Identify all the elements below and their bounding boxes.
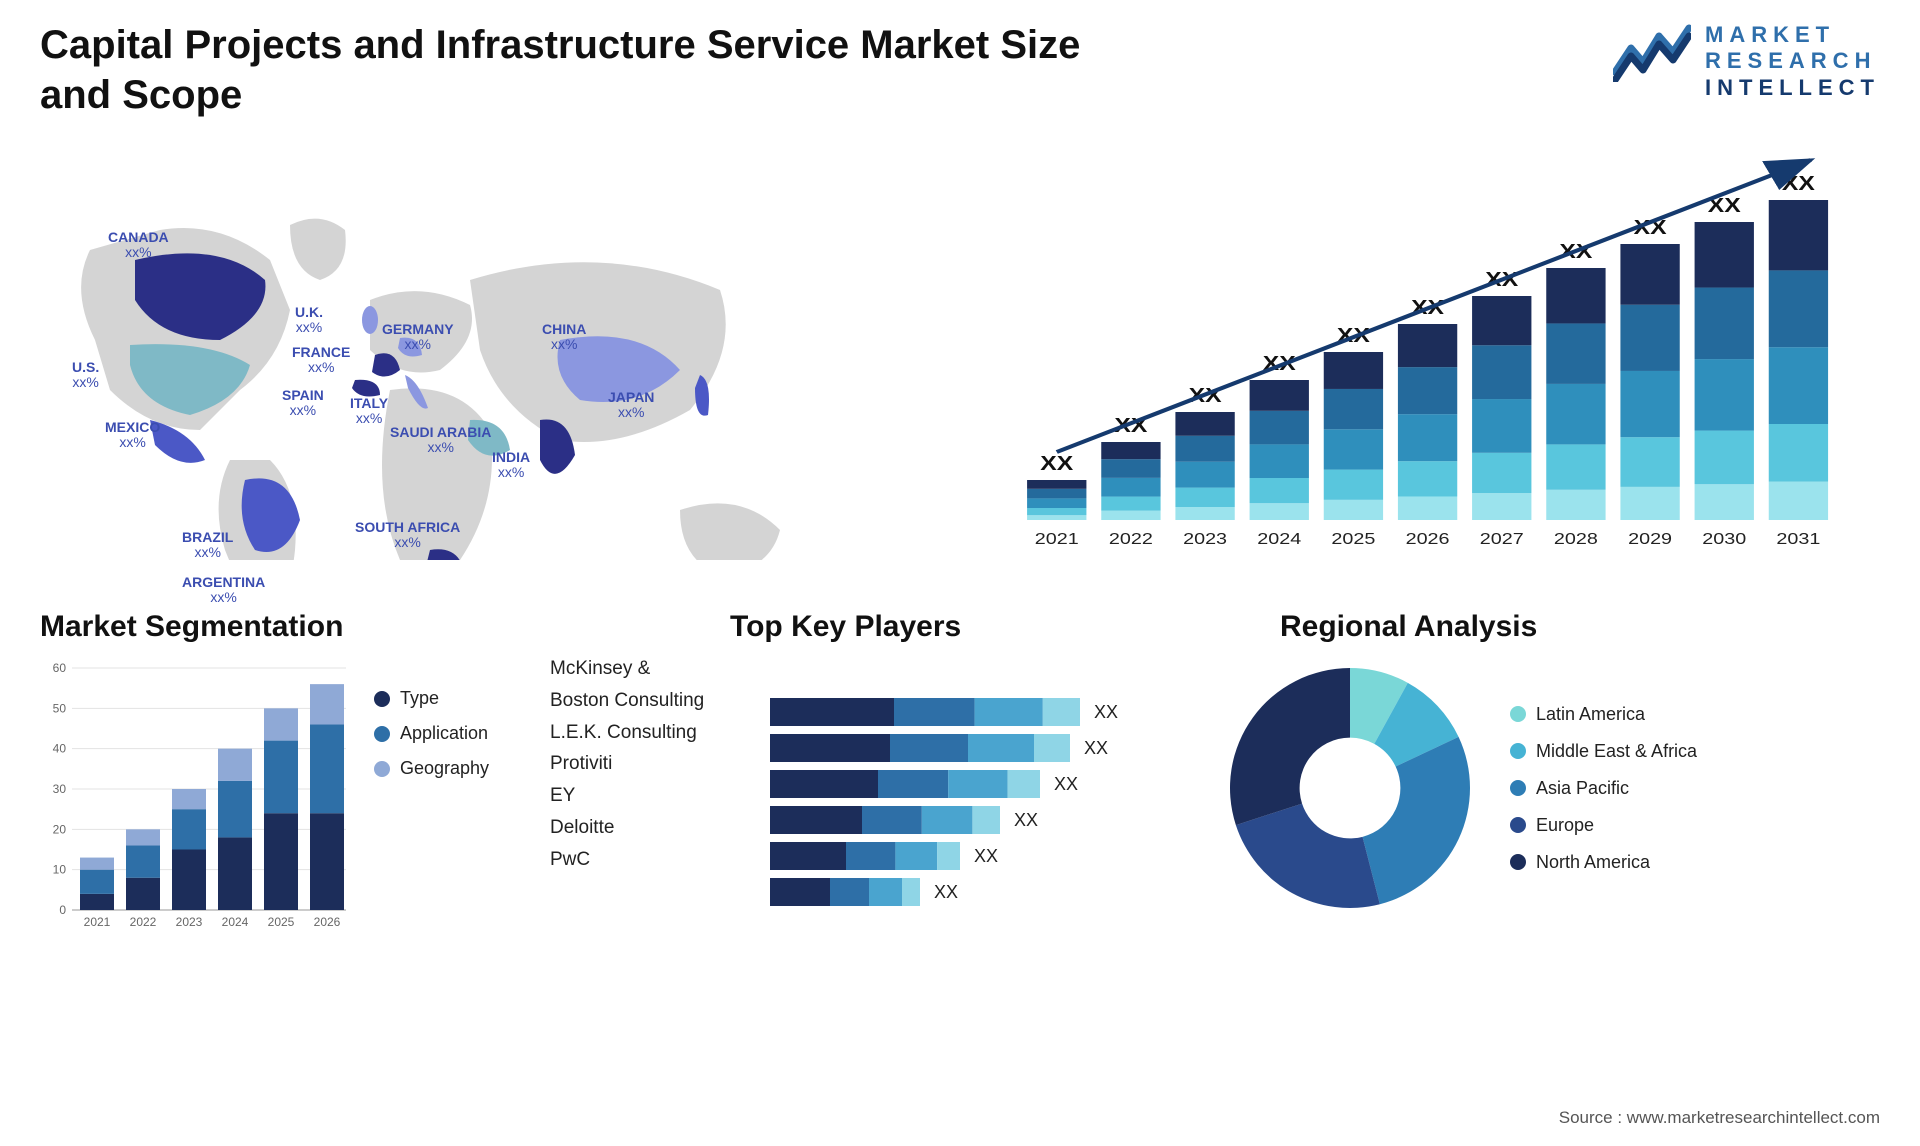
svg-text:XX: XX: [974, 846, 998, 866]
player-name: Protiviti: [550, 753, 750, 776]
legend-label: Latin America: [1536, 704, 1645, 725]
regional-legend-item: Asia Pacific: [1510, 778, 1697, 799]
svg-text:30: 30: [53, 782, 67, 796]
map-label-saudi-arabia: SAUDI ARABIAxx%: [390, 425, 491, 456]
map-label-spain: SPAINxx%: [282, 388, 324, 419]
legend-label: Europe: [1536, 815, 1594, 836]
segmentation-legend-item: Application: [374, 723, 489, 744]
regional-legend-item: North America: [1510, 852, 1697, 873]
player-name: PwC: [550, 849, 750, 872]
svg-text:2025: 2025: [268, 915, 295, 929]
legend-label: North America: [1536, 852, 1650, 873]
players-name-list: McKinsey & Boston Consulting L.E.K. Consul…: [550, 658, 750, 938]
map-label-u-k-: U.K.xx%: [295, 305, 323, 336]
svg-text:2021: 2021: [1035, 530, 1079, 548]
growth-chart-svg: XX2021XX2022XX2023XX2024XX2025XX2026XX20…: [990, 130, 1880, 560]
svg-text:2023: 2023: [1183, 530, 1227, 548]
legend-label: Application: [400, 723, 488, 744]
legend-dot-icon: [1510, 706, 1526, 722]
segmentation-chart-svg: 0 10 20 30 40 50 60 2021 2022 2023 2024 2025 2026: [40, 658, 350, 938]
svg-text:40: 40: [53, 742, 67, 756]
legend-label: Geography: [400, 758, 489, 779]
logo-line-1: MARKET: [1705, 22, 1880, 48]
regional-legend-item: Middle East & Africa: [1510, 741, 1697, 762]
svg-text:XX: XX: [1084, 738, 1108, 758]
player-name: EY: [550, 785, 750, 808]
svg-text:50: 50: [53, 701, 67, 715]
logo-line-3: INTELLECT: [1705, 75, 1880, 101]
logo-line-2: RESEARCH: [1705, 48, 1880, 74]
world-map-svg: [40, 130, 960, 560]
legend-label: Type: [400, 688, 439, 709]
logo-mark-icon: [1613, 22, 1691, 82]
svg-text:2029: 2029: [1628, 530, 1672, 548]
players-bars-svg: XX XX XX XX XX XX: [770, 658, 1190, 938]
map-label-argentina: ARGENTINAxx%: [182, 575, 265, 606]
brand-logo: MARKET RESEARCH INTELLECT: [1613, 20, 1880, 101]
svg-text:2026: 2026: [314, 915, 341, 929]
legend-dot-icon: [1510, 743, 1526, 759]
svg-text:XX: XX: [934, 882, 958, 902]
svg-text:XX: XX: [1094, 702, 1118, 722]
legend-label: Middle East & Africa: [1536, 741, 1697, 762]
map-label-france: FRANCExx%: [292, 345, 350, 376]
svg-text:2021: 2021: [84, 915, 111, 929]
legend-label: Asia Pacific: [1536, 778, 1629, 799]
svg-text:2030: 2030: [1702, 530, 1746, 548]
svg-text:2024: 2024: [1257, 530, 1301, 548]
svg-text:2024: 2024: [222, 915, 249, 929]
legend-dot-icon: [374, 761, 390, 777]
regional-legend-item: Latin America: [1510, 704, 1697, 725]
svg-text:2022: 2022: [130, 915, 157, 929]
growth-chart: XX2021XX2022XX2023XX2024XX2025XX2026XX20…: [990, 130, 1880, 560]
svg-text:2022: 2022: [1109, 530, 1153, 548]
regional-legend: Latin America Middle East & Africa Asia Pa…: [1510, 704, 1697, 873]
legend-dot-icon: [1510, 854, 1526, 870]
regional-legend-item: Europe: [1510, 815, 1697, 836]
map-label-mexico: MEXICOxx%: [105, 420, 160, 451]
svg-text:2031: 2031: [1776, 530, 1820, 548]
players-title: Top Key Players: [550, 610, 1190, 644]
player-name: McKinsey &: [550, 658, 750, 681]
svg-text:2026: 2026: [1406, 530, 1450, 548]
svg-text:0: 0: [59, 903, 66, 917]
map-label-south-africa: SOUTH AFRICAxx%: [355, 520, 460, 551]
legend-dot-icon: [374, 726, 390, 742]
svg-text:20: 20: [53, 822, 67, 836]
svg-text:2028: 2028: [1554, 530, 1598, 548]
player-name: L.E.K. Consulting: [550, 722, 750, 745]
svg-text:60: 60: [53, 661, 67, 675]
player-name: Deloitte: [550, 817, 750, 840]
svg-text:2023: 2023: [176, 915, 203, 929]
page-title: Capital Projects and Infrastructure Serv…: [40, 20, 1140, 120]
source-attribution: Source : www.marketresearchintellect.com: [1559, 1108, 1880, 1128]
legend-dot-icon: [1510, 780, 1526, 796]
player-name: Boston Consulting: [550, 690, 750, 713]
legend-dot-icon: [374, 691, 390, 707]
map-label-japan: JAPANxx%: [608, 390, 654, 421]
map-label-canada: CANADAxx%: [108, 230, 169, 261]
map-label-germany: GERMANYxx%: [382, 322, 454, 353]
svg-text:XX: XX: [1014, 810, 1038, 830]
svg-text:XX: XX: [1054, 774, 1078, 794]
svg-text:2027: 2027: [1480, 530, 1524, 548]
segmentation-legend: Type Application Geography: [374, 658, 489, 779]
regional-title: Regional Analysis: [1220, 610, 1880, 644]
regional-donut-svg: [1220, 658, 1480, 918]
svg-text:XX: XX: [1040, 452, 1073, 474]
map-label-india: INDIAxx%: [492, 450, 530, 481]
segmentation-legend-item: Type: [374, 688, 489, 709]
segmentation-legend-item: Geography: [374, 758, 489, 779]
map-label-u-s-: U.S.xx%: [72, 360, 99, 391]
svg-text:2025: 2025: [1331, 530, 1375, 548]
svg-text:XX: XX: [1782, 172, 1815, 194]
map-label-china: CHINAxx%: [542, 322, 586, 353]
world-map: CANADAxx% U.S.xx% MEXICOxx% U.K.xx% FRANCExx…: [40, 130, 960, 560]
svg-text:10: 10: [53, 863, 67, 877]
map-label-brazil: BRAZILxx%: [182, 530, 233, 561]
legend-dot-icon: [1510, 817, 1526, 833]
map-label-italy: ITALYxx%: [350, 396, 388, 427]
segmentation-title: Market Segmentation: [40, 610, 520, 644]
